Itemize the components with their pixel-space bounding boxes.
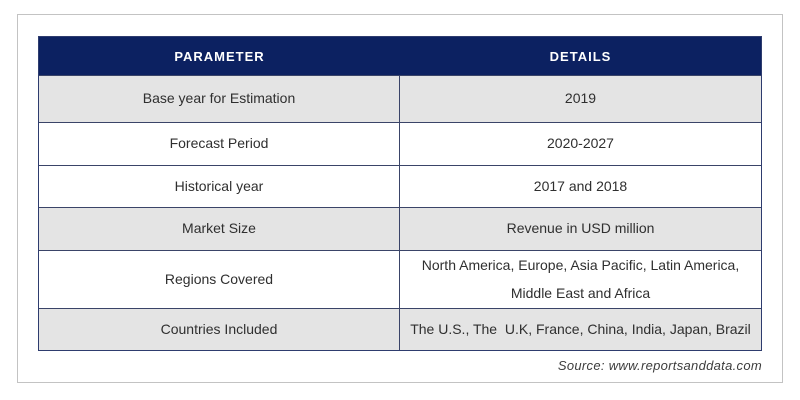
details-cell: 2019 [564,90,597,107]
table-row: Countries Included The U.S., The U.K, Fr… [39,308,761,350]
param-cell: Market Size [39,208,400,250]
details-cell: Revenue in USD million [506,220,655,237]
source-attribution: Source: www.reportsanddata.com [557,358,762,373]
param-cell: Countries Included [39,309,400,350]
param-cell: Historical year [39,166,400,207]
table-row: Market Size Revenue in USD million [39,207,761,250]
table-row: Base year for Estimation 2019 [39,75,761,122]
table-row: Regions Covered North America, Europe, A… [39,250,761,308]
details-cell: North America, Europe, Asia Pacific, Lat… [421,257,744,301]
details-cell: 2017 and 2018 [533,177,628,194]
table-header-row: PARAMETER DETAILS [39,37,761,75]
header-details: DETAILS [549,48,612,64]
header-parameter: PARAMETER [174,48,265,64]
param-cell: Forecast Period [39,123,400,165]
table-row: Forecast Period 2020-2027 [39,122,761,165]
param-cell: Regions Covered [39,251,400,308]
details-cell: The U.S., The U.K, France, China, India,… [410,320,751,337]
table-row: Historical year 2017 and 2018 [39,165,761,207]
details-cell: 2020-2027 [547,135,614,152]
market-parameters-table: PARAMETER DETAILS Base year for Estimati… [38,36,762,351]
param-cell: Base year for Estimation [39,76,400,122]
